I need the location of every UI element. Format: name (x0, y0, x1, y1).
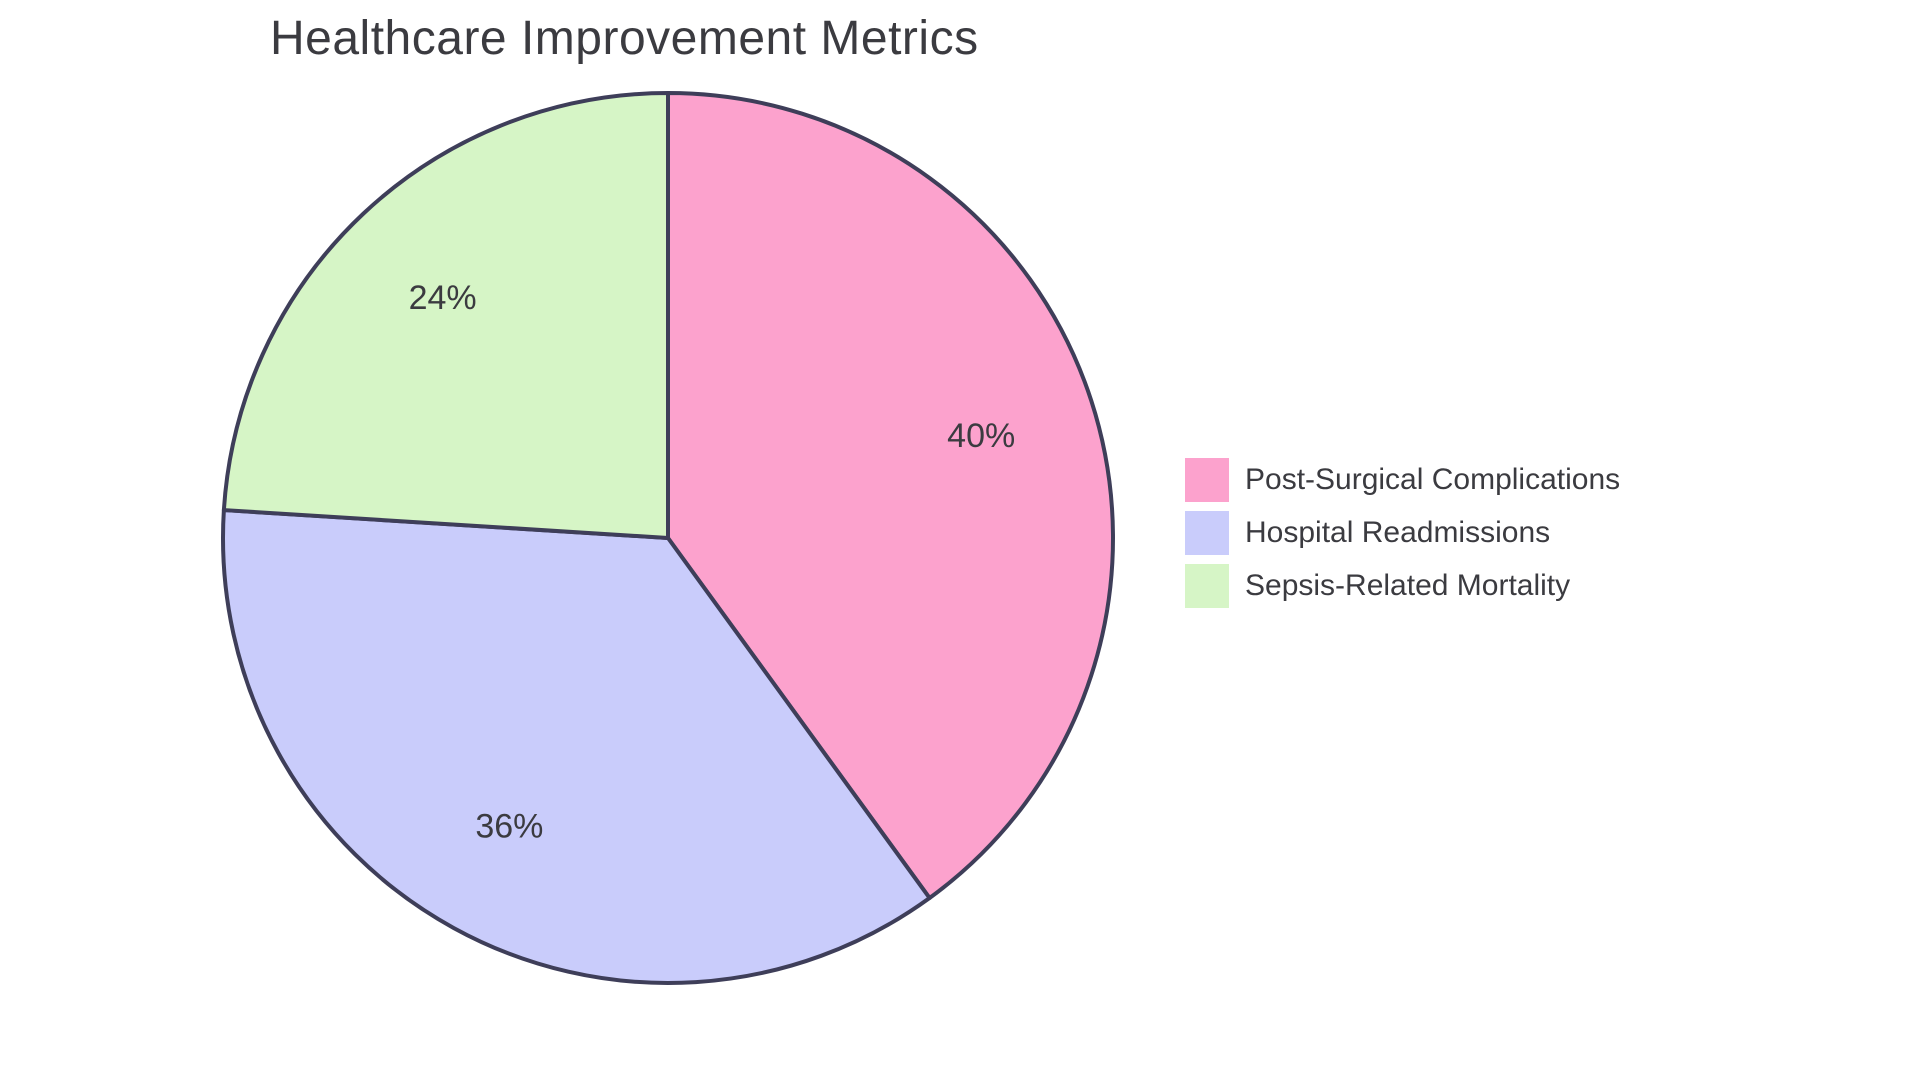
pie-slice-3 (221, 91, 670, 540)
legend-swatch (1185, 458, 1229, 502)
legend-swatch (1185, 564, 1229, 608)
legend-item-2: Hospital Readmissions (1185, 511, 1620, 555)
pie-slice-1 (666, 91, 1115, 901)
slice-label: 40% (947, 417, 1015, 455)
legend-swatch (1185, 511, 1229, 555)
legend-label: Hospital Readmissions (1245, 516, 1551, 549)
legend-label: Sepsis-Related Mortality (1245, 569, 1571, 602)
legend-item-1: Post-Surgical Complications (1185, 458, 1620, 502)
legend-label: Post-Surgical Complications (1245, 463, 1621, 496)
legend-item-3: Sepsis-Related Mortality (1185, 564, 1620, 608)
slice-label: 36% (475, 808, 543, 846)
pie-slice-2 (221, 508, 932, 985)
chart-legend: Post-Surgical Complications Hospital Read… (1185, 458, 1620, 608)
slice-label: 24% (409, 279, 477, 317)
chart-title: Healthcare Improvement Metrics (270, 12, 979, 65)
